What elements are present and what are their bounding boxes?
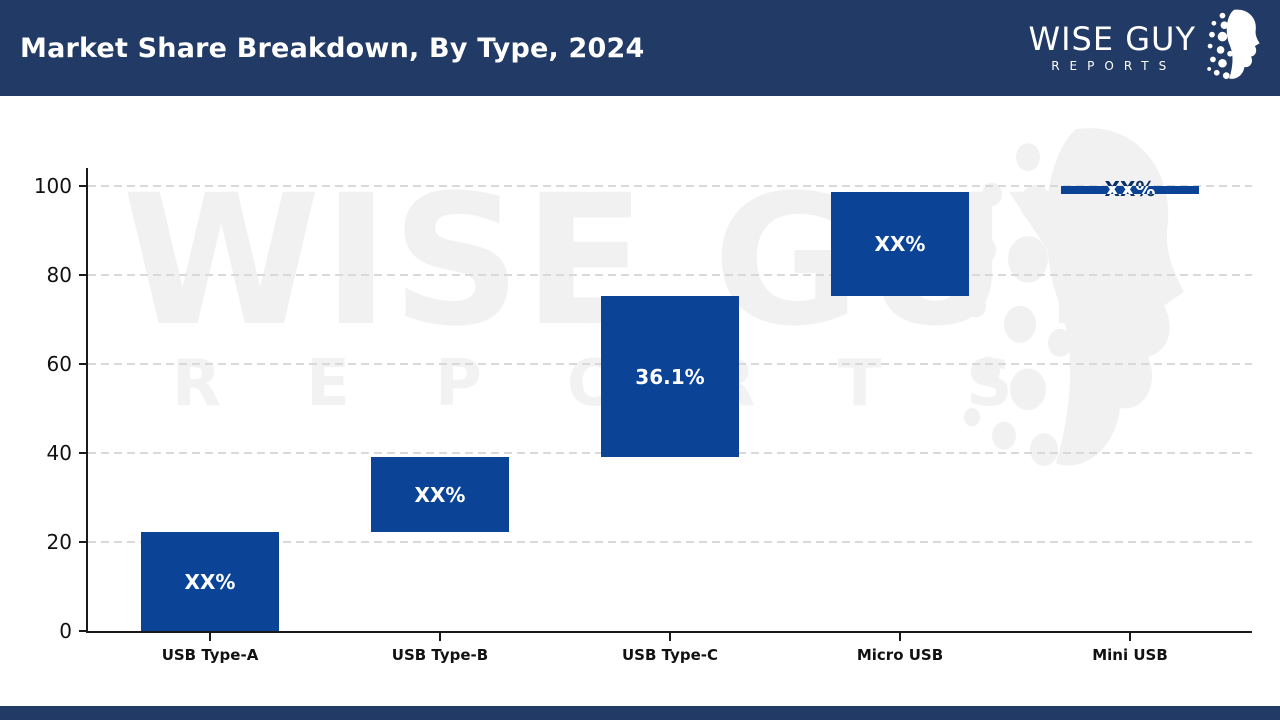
brand-name: WISE GUY xyxy=(1028,20,1196,58)
bar-micro-usb: XX% xyxy=(831,191,969,297)
x-tick-label: Mini USB xyxy=(1092,646,1168,664)
y-tick xyxy=(79,185,87,187)
x-tick-label: USB Type-C xyxy=(621,646,718,664)
bar-label: XX% xyxy=(184,569,236,594)
x-tick xyxy=(1129,633,1131,641)
x-tick-label: USB Type-A xyxy=(161,646,259,664)
y-tick-label: 60 xyxy=(46,352,72,376)
y-tick-label: 80 xyxy=(46,263,72,287)
x-tick xyxy=(439,633,441,641)
y-tick-label: 40 xyxy=(46,441,72,465)
bar-mini-usb: XX% xyxy=(1061,186,1199,194)
brand-face-icon xyxy=(1207,9,1260,79)
x-tick xyxy=(209,633,211,641)
y-tick-label: 0 xyxy=(59,619,72,643)
y-axis xyxy=(86,168,88,633)
x-axis xyxy=(86,631,1252,633)
bar-label: XX% xyxy=(874,232,926,257)
header: Market Share Breakdown, By Type, 2024 WI… xyxy=(0,0,1280,96)
brand-logo-text: WISE GUY REPORTS xyxy=(1028,23,1196,73)
bar-usb-type-b: XX% xyxy=(371,457,509,533)
y-tick-label: 100 xyxy=(33,174,72,198)
plot-area: 0 20 40 60 80 100 USB Type-A XX% XX% USB Type-B XX… xyxy=(0,96,1280,706)
x-tick-label: USB Type-B xyxy=(391,646,489,664)
x-tick-label: Micro USB xyxy=(856,646,944,664)
gridline xyxy=(88,185,1252,187)
brand-subtitle: REPORTS xyxy=(1051,59,1177,73)
chart-title: Market Share Breakdown, By Type, 2024 xyxy=(20,32,645,64)
footer-bar xyxy=(0,706,1280,720)
y-tick xyxy=(79,363,87,365)
y-tick xyxy=(79,452,87,454)
y-tick-label: 20 xyxy=(46,530,72,554)
y-tick xyxy=(79,630,87,632)
bar-label: XX% xyxy=(414,482,466,507)
bar-usb-type-c: 36.1% xyxy=(601,296,739,457)
x-tick xyxy=(669,633,671,641)
gridline xyxy=(88,541,1252,543)
y-tick xyxy=(79,274,87,276)
x-tick xyxy=(899,633,901,641)
y-tick xyxy=(79,541,87,543)
bar-label: XX% xyxy=(1105,186,1156,194)
brand-logo: WISE GUY REPORTS xyxy=(1028,8,1264,88)
bar-usb-type-a: XX% xyxy=(141,532,279,631)
bar-label: 36.1% xyxy=(635,364,705,389)
gridline xyxy=(88,274,1252,276)
